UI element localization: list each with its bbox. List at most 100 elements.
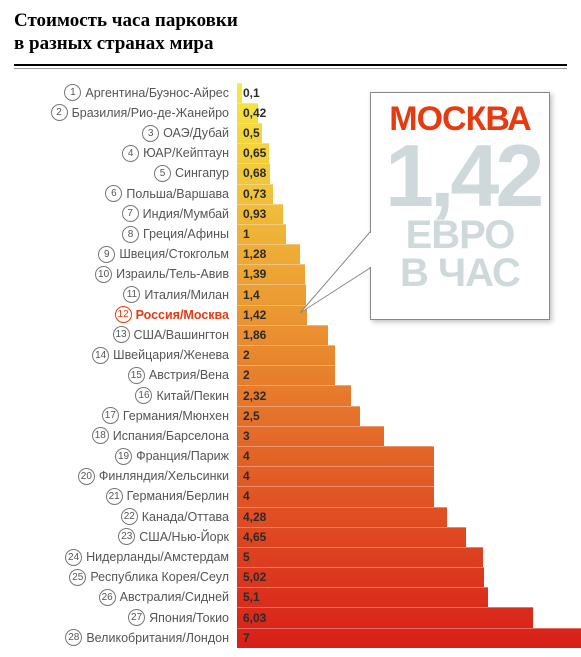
bar-column: 2 xyxy=(237,345,581,365)
label-column: 26Австралия/Сидней xyxy=(0,589,237,606)
row-label: Бразилия/Рио-де-Жанейро xyxy=(72,106,229,120)
bar-value: 4 xyxy=(243,449,250,463)
bar-value: 2 xyxy=(243,368,250,382)
title-line-1: Стоимость часа парковки xyxy=(14,10,238,31)
chart-row: 20Финляндия/Хельсинки 4 xyxy=(0,466,581,486)
row-label: Израиль/Тель-Авив xyxy=(116,267,229,281)
label-column: 19Франция/Париж xyxy=(0,448,237,465)
row-label: Германия/Берлин xyxy=(127,489,229,503)
label-column: 15Австрия/Вена xyxy=(0,367,237,384)
chart-row: 23 США/Нью-Йорк 4,65 xyxy=(0,527,581,547)
bar-value: 5,02 xyxy=(243,570,266,584)
chart-row: 22Канада/Оттава4,28 xyxy=(0,507,581,527)
bar-column: 7 xyxy=(237,628,581,648)
rank-badge: 13 xyxy=(113,326,130,343)
title-line-2: в разных странах мира xyxy=(14,33,213,54)
label-column: 1Аргентина/Буэнос-Айрес xyxy=(0,84,237,101)
label-column: 28 Великобритания/Лондон xyxy=(0,629,237,646)
rank-badge: 15 xyxy=(128,367,145,384)
bar-column: 3 xyxy=(237,426,581,446)
row-label: Индия/Мумбай xyxy=(143,207,229,221)
bar-value: 1,42 xyxy=(243,308,266,322)
bar-column: 4,65 xyxy=(237,527,581,547)
row-label: США/Вашингтон xyxy=(134,328,230,342)
chart-row: 16 Китай/Пекин 2,32 xyxy=(0,385,581,405)
label-column: 7 Индия/Мумбай xyxy=(0,205,237,222)
chart-title: Стоимость часа парковки в разных странах… xyxy=(0,10,581,62)
title-rule-thin xyxy=(14,68,567,69)
label-column: 27Япония/Токио xyxy=(0,609,237,626)
row-label: Республика Корея/Сеул xyxy=(90,570,229,584)
row-label: Китай/Пекин xyxy=(156,389,229,403)
bar-value: 0,73 xyxy=(243,187,266,201)
bar-value: 0,42 xyxy=(243,106,266,120)
rank-badge: 7 xyxy=(122,205,139,222)
bar-column: 2,32 xyxy=(237,385,581,405)
label-column: 12Россия/Москва xyxy=(0,306,237,323)
label-column: 20Финляндия/Хельсинки xyxy=(0,468,237,485)
row-label: Италия/Милан xyxy=(144,288,229,302)
row-label: Великобритания/Лондон xyxy=(86,631,229,645)
bar-value: 6,03 xyxy=(243,611,266,625)
bar-column: 2 xyxy=(237,365,581,385)
bar-value: 2,32 xyxy=(243,389,266,403)
row-label: США/Нью-Йорк xyxy=(139,530,229,544)
bar-value: 0,93 xyxy=(243,207,266,221)
label-column: 4ЮАР/Кейптаун xyxy=(0,145,237,162)
label-column: 18Испания/Барселона xyxy=(0,427,237,444)
bar-column: 5 xyxy=(237,547,581,567)
bar-column: 4 xyxy=(237,446,581,466)
rank-badge: 6 xyxy=(105,185,122,202)
bar-value: 5 xyxy=(243,550,250,564)
bar xyxy=(237,446,434,466)
label-column: 10Израиль/Тель-Авив xyxy=(0,266,237,283)
chart-row: 19Франция/Париж 4 xyxy=(0,446,581,466)
chart-row: 14Швейцария/Женева2 xyxy=(0,345,581,365)
bar-value: 1 xyxy=(243,227,250,241)
callout-box: МОСКВА 1,42 ЕВРО В ЧАС xyxy=(370,92,550,320)
rank-badge: 14 xyxy=(92,347,109,364)
bar-value: 4,65 xyxy=(243,530,266,544)
bar xyxy=(237,426,384,446)
row-label: Швеция/Стокгольм xyxy=(119,247,229,261)
label-column: 16 Китай/Пекин xyxy=(0,387,237,404)
title-rule-thick xyxy=(14,64,567,66)
bar-value: 0,5 xyxy=(243,126,260,140)
bar xyxy=(237,587,488,607)
bar-value: 2,5 xyxy=(243,409,260,423)
rank-badge: 8 xyxy=(122,226,139,243)
chart-row: 26Австралия/Сидней 5,1 xyxy=(0,587,581,607)
label-column: 13 США/Вашингтон xyxy=(0,326,237,343)
rank-badge: 28 xyxy=(65,629,82,646)
bar-value: 1,86 xyxy=(243,328,266,342)
bar-value: 5,1 xyxy=(243,590,260,604)
rank-badge: 19 xyxy=(115,448,132,465)
bar-value: 7 xyxy=(243,631,250,645)
bar-column: 4,28 xyxy=(237,507,581,527)
label-column: 6Польша/Варшава xyxy=(0,185,237,202)
row-label: Нидерланды/Амстердам xyxy=(86,550,229,564)
label-column: 17Германия/Мюнхен xyxy=(0,407,237,424)
rank-badge: 16 xyxy=(135,387,152,404)
row-label: Аргентина/Буэнос-Айрес xyxy=(85,86,229,100)
bar-column: 5,1 xyxy=(237,587,581,607)
rank-badge: 20 xyxy=(78,468,95,485)
bar-value: 0,1 xyxy=(243,86,260,100)
rank-badge: 23 xyxy=(118,528,135,545)
rank-badge: 12 xyxy=(115,306,132,323)
bar-column: 4 xyxy=(237,486,581,506)
bar xyxy=(237,527,466,547)
label-column: 22Канада/Оттава xyxy=(0,508,237,525)
bar xyxy=(237,628,581,648)
bar-value: 1,4 xyxy=(243,288,260,302)
chart-row: 13 США/Вашингтон 1,86 xyxy=(0,325,581,345)
bar-value: 0,68 xyxy=(243,166,266,180)
bar-value: 2 xyxy=(243,348,250,362)
bar-value: 3 xyxy=(243,429,250,443)
rank-badge: 11 xyxy=(123,286,140,303)
infographic-container: Стоимость часа парковки в разных странах… xyxy=(0,0,581,657)
bar-value: 4 xyxy=(243,469,250,483)
callout-big-value: 1,42 xyxy=(385,139,535,214)
rank-badge: 21 xyxy=(106,488,123,505)
label-column: 5Сингапур xyxy=(0,165,237,182)
